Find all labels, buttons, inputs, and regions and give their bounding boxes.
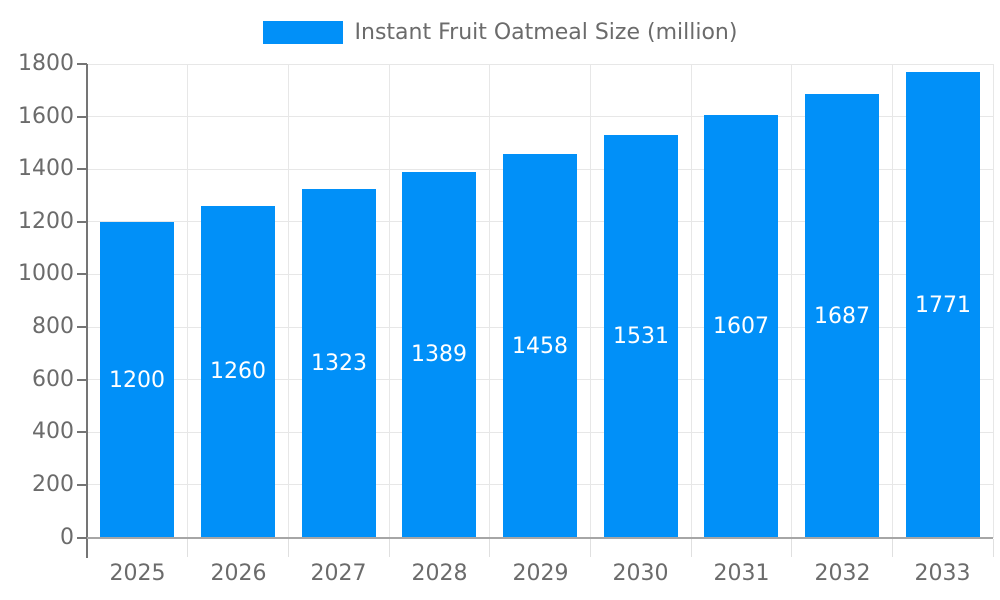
bar: 1389 [402, 172, 476, 537]
bar: 1323 [302, 189, 376, 537]
x-axis-tick [489, 539, 490, 557]
x-axis-tick-label: 2032 [814, 561, 871, 586]
bar: 1200 [100, 222, 174, 538]
y-axis-tick [77, 326, 87, 328]
gridline-horizontal [87, 116, 993, 117]
bar: 1687 [805, 94, 879, 538]
legend-swatch [262, 20, 343, 44]
bar: 1531 [604, 135, 678, 538]
x-axis-tick [590, 539, 591, 557]
bar-value-label: 1687 [814, 303, 870, 329]
y-axis-tick-label: 1600 [18, 104, 74, 129]
y-axis-tick-label: 1000 [18, 261, 74, 286]
x-axis-tick [691, 539, 692, 557]
gridline-vertical [791, 64, 792, 538]
y-axis-tick [77, 484, 87, 486]
y-axis-tick [77, 168, 87, 170]
bar: 1771 [906, 72, 980, 538]
y-axis-tick [77, 63, 87, 65]
y-axis-tick-label: 600 [32, 367, 74, 392]
bar: 1458 [503, 154, 577, 538]
y-axis-tick [77, 379, 87, 381]
x-axis-tick-label: 2028 [411, 561, 468, 586]
legend: Instant Fruit Oatmeal Size (million) [0, 16, 1000, 48]
gridline-vertical [993, 64, 994, 538]
x-axis-tick-label: 2026 [210, 561, 267, 586]
y-axis-tick-label: 200 [32, 472, 74, 497]
y-axis-tick [77, 431, 87, 433]
y-axis-tick [77, 221, 87, 223]
bar-value-label: 1260 [210, 359, 266, 384]
x-axis-tick [791, 539, 792, 557]
x-axis-tick-label: 2027 [310, 561, 367, 586]
x-axis-tick-label: 2031 [713, 561, 770, 586]
y-axis-tick-label: 1200 [18, 209, 74, 234]
bar-value-label: 1531 [613, 324, 669, 349]
y-axis-tick-label: 1400 [18, 156, 74, 181]
y-axis-tick-label: 800 [32, 314, 74, 339]
bar-value-label: 1607 [713, 314, 769, 339]
bar: 1260 [201, 206, 275, 537]
gridline-vertical [187, 64, 188, 538]
gridline-vertical [691, 64, 692, 538]
bar: 1607 [704, 115, 778, 538]
x-axis-tick-label: 2029 [512, 561, 569, 586]
y-axis-line [86, 64, 88, 558]
x-axis-tick [389, 539, 390, 557]
gridline-horizontal [87, 64, 993, 65]
x-axis-tick [993, 539, 994, 557]
gridline-vertical [389, 64, 390, 538]
gridline-vertical [892, 64, 893, 538]
bar-value-label: 1458 [512, 333, 568, 359]
bar-value-label: 1200 [109, 367, 165, 393]
gridline-vertical [489, 64, 490, 538]
x-axis-tick [892, 539, 893, 557]
legend-label: Instant Fruit Oatmeal Size (million) [354, 19, 738, 45]
x-axis-tick-label: 2033 [914, 561, 971, 586]
gridline-vertical [288, 64, 289, 538]
y-axis-tick [77, 273, 87, 275]
y-axis-tick-label: 400 [32, 419, 74, 444]
x-axis-line [87, 537, 993, 539]
x-axis-tick [288, 539, 289, 557]
bar-value-label: 1323 [311, 350, 367, 376]
x-axis-tick-label: 2025 [109, 561, 166, 586]
bar-value-label: 1771 [915, 292, 971, 318]
y-axis-tick [77, 116, 87, 118]
y-axis-tick-label: 0 [60, 525, 74, 550]
gridline-vertical [590, 64, 591, 538]
y-axis-tick [77, 537, 87, 539]
x-axis-tick [187, 539, 188, 557]
bar-value-label: 1389 [411, 342, 467, 367]
x-axis-tick-label: 2030 [612, 561, 669, 586]
y-axis-tick-label: 1800 [18, 51, 74, 76]
